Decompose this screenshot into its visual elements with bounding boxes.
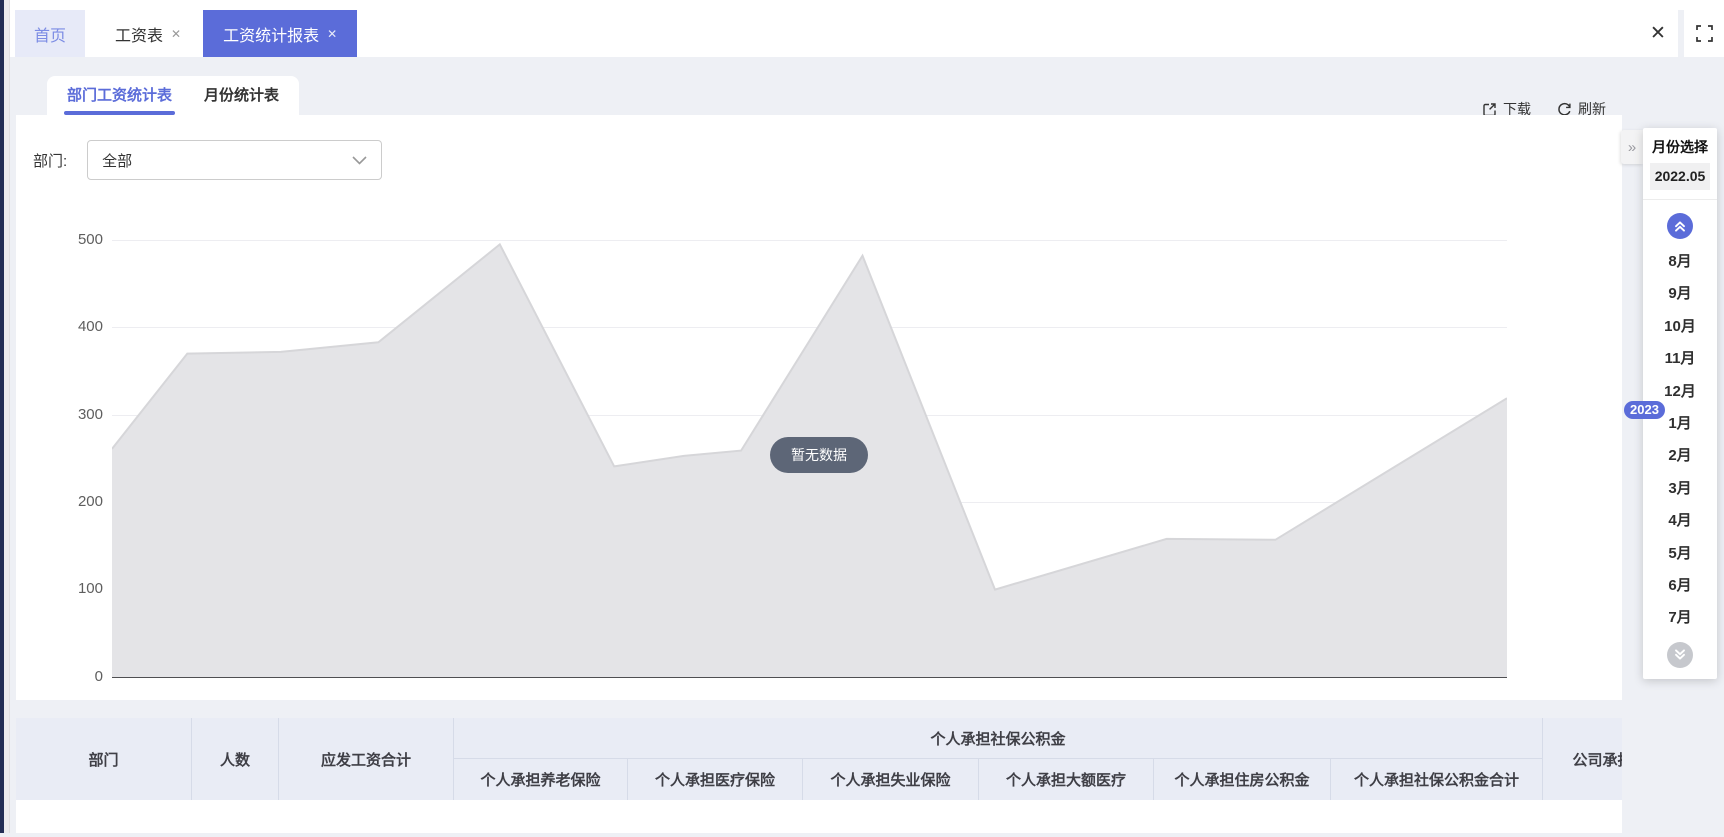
y-tick-400: 400 — [77, 318, 103, 335]
month-item[interactable]: 2月 — [1668, 447, 1692, 465]
download-button[interactable]: 下载 — [1482, 99, 1531, 119]
month-item[interactable]: 4月 — [1668, 512, 1692, 530]
col-personal-housing-fund: 个人承担住房公积金 — [1154, 759, 1331, 800]
tab-salary-sheet[interactable]: 工资表 ✕ — [99, 10, 198, 57]
panel-collapse-button[interactable]: » — [1621, 130, 1643, 164]
close-button[interactable]: ✕ — [1638, 10, 1678, 57]
summary-table: 部门 人数 应发工资合计 个人承担社保公积金 个人承担养老保险 个人承担医疗保险… — [16, 718, 1622, 833]
month-item[interactable]: 1月 — [1668, 414, 1692, 432]
col-personal-major-medical: 个人承担大额医疗 — [979, 759, 1154, 800]
month-item[interactable]: 7月 — [1668, 609, 1692, 627]
chart-toolbar: 下载 刷新 — [1482, 96, 1606, 122]
gridline — [112, 327, 1507, 328]
refresh-icon — [1558, 102, 1571, 115]
department-filter: 部门: 全部 — [33, 140, 383, 180]
col-personal-pension: 个人承担养老保险 — [454, 759, 628, 800]
month-item[interactable]: 5月 — [1668, 544, 1692, 562]
department-filter-label: 部门: — [33, 152, 68, 170]
col-headcount: 人数 — [192, 718, 279, 800]
month-item[interactable]: 10月 — [1664, 317, 1696, 335]
chevron-down-icon — [352, 155, 367, 165]
refresh-button[interactable]: 刷新 — [1557, 99, 1606, 119]
tab-salary-report[interactable]: 工资统计报表 ✕ — [203, 10, 358, 57]
y-tick-200: 200 — [77, 493, 103, 510]
close-icon: ✕ — [1650, 23, 1666, 44]
tab-home[interactable]: 首页 — [15, 10, 85, 57]
fullscreen-button[interactable] — [1684, 10, 1724, 57]
month-panel-title: 月份选择 — [1652, 139, 1708, 155]
month-item[interactable]: 9月 — [1668, 285, 1692, 303]
month-item[interactable]: 8月 — [1668, 253, 1692, 270]
y-tick-300: 300 — [77, 406, 103, 423]
window-controls: ✕ — [1638, 10, 1724, 57]
left-edge-bar — [0, 0, 4, 837]
y-tick-100: 100 — [77, 580, 103, 597]
close-tab-icon[interactable]: ✕ — [171, 26, 182, 41]
month-item[interactable]: 12月 — [1664, 382, 1696, 400]
subtab-department-stats[interactable]: 部门工资统计表 — [51, 76, 188, 115]
subtab-bar: 部门工资统计表 月份统计表 — [47, 76, 300, 115]
bottom-strip — [0, 833, 1724, 837]
month-item[interactable]: 3月 — [1668, 479, 1692, 497]
subtab-month-stats-label: 月份统计表 — [204, 87, 280, 104]
subtab-department-stats-label: 部门工资统计表 — [67, 87, 173, 104]
close-tab-icon[interactable]: ✕ — [327, 26, 338, 41]
window-controls-divider — [1678, 10, 1684, 57]
no-data-tooltip: 暂无数据 — [770, 437, 868, 473]
tab-bar: 首页 工资表 ✕ 工资统计报表 ✕ ✕ — [10, 0, 1724, 57]
tab-salary-report-label: 工资统计报表 — [223, 27, 320, 45]
department-select[interactable]: 全部 — [87, 140, 383, 180]
download-icon — [1483, 102, 1496, 116]
month-item[interactable]: 11月 — [1664, 350, 1696, 368]
col-personal-total: 个人承担社保公积金合计 — [1331, 759, 1543, 800]
scroll-up-button[interactable] — [1667, 213, 1693, 239]
col-department: 部门 — [16, 718, 192, 800]
month-item[interactable]: 6月 — [1668, 576, 1692, 594]
download-label: 下载 — [1503, 101, 1531, 117]
left-gutter — [4, 0, 10, 837]
col-personal-medical: 个人承担医疗保险 — [628, 759, 803, 800]
year-badge: 2023 — [1624, 401, 1665, 419]
month-panel-divider — [1643, 199, 1717, 200]
x-axis-line — [112, 676, 1507, 678]
double-chevron-up-icon — [1675, 221, 1685, 232]
department-select-value: 全部 — [102, 152, 133, 170]
area-chart-line — [112, 242, 1507, 591]
col-personal-unemployment: 个人承担失业保险 — [803, 759, 979, 800]
double-chevron-down-icon — [1675, 649, 1685, 660]
y-tick-500: 500 — [77, 231, 103, 248]
scroll-down-button[interactable] — [1667, 641, 1693, 668]
selected-month[interactable]: 2022.05 — [1650, 163, 1710, 190]
fullscreen-icon — [1695, 25, 1713, 42]
month-list: 8月 9月 10月 11月 12月 1月 2月 3月 4月 5月 6月 7月 — [1643, 246, 1717, 668]
col-group-company: 公司承担 — [1543, 718, 1622, 800]
table-header-row: 部门 人数 应发工资合计 个人承担社保公积金 个人承担养老保险 个人承担医疗保险… — [16, 718, 1622, 800]
col-gross-total: 应发工资合计 — [279, 718, 454, 800]
gridline — [112, 240, 1507, 241]
tab-salary-sheet-label: 工资表 — [115, 27, 164, 45]
subtab-month-stats[interactable]: 月份统计表 — [188, 76, 295, 115]
refresh-label: 刷新 — [1578, 101, 1606, 117]
tab-home-label: 首页 — [33, 27, 66, 45]
col-group-personal: 个人承担社保公积金 — [454, 718, 1543, 759]
y-tick-0: 0 — [94, 668, 103, 685]
